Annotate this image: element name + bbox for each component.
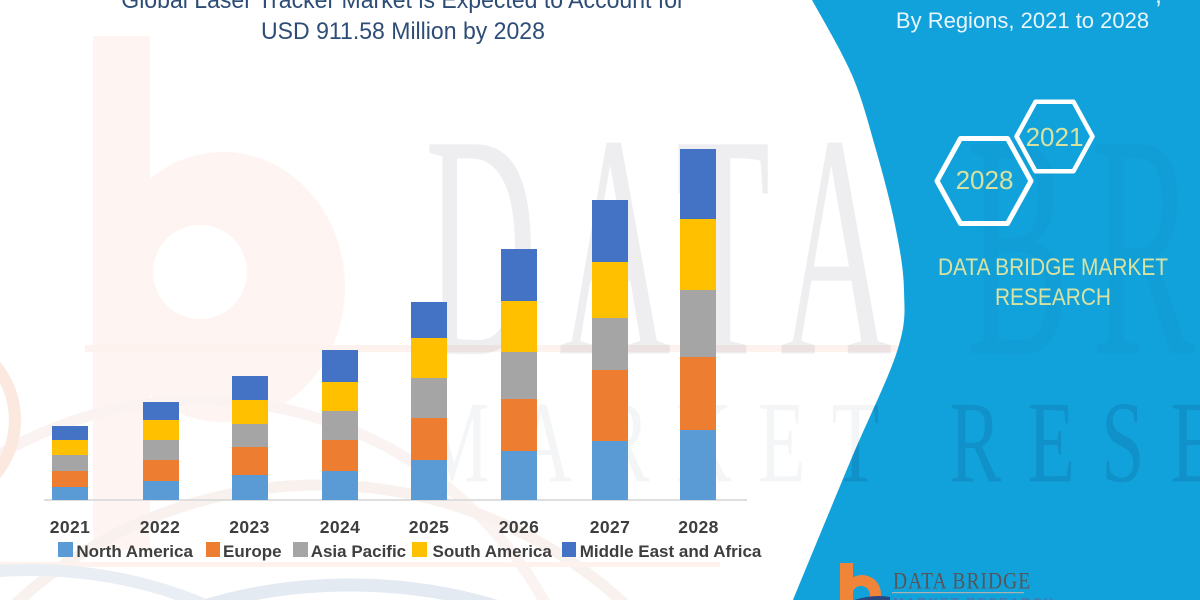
svg-text:2021: 2021 [1026, 122, 1084, 152]
svg-text:2028: 2028 [956, 165, 1014, 195]
svg-text:DATA BRIDGE: DATA BRIDGE [893, 568, 1031, 594]
svg-text:MARKET RESEARCH: MARKET RESEARCH [893, 595, 1055, 600]
